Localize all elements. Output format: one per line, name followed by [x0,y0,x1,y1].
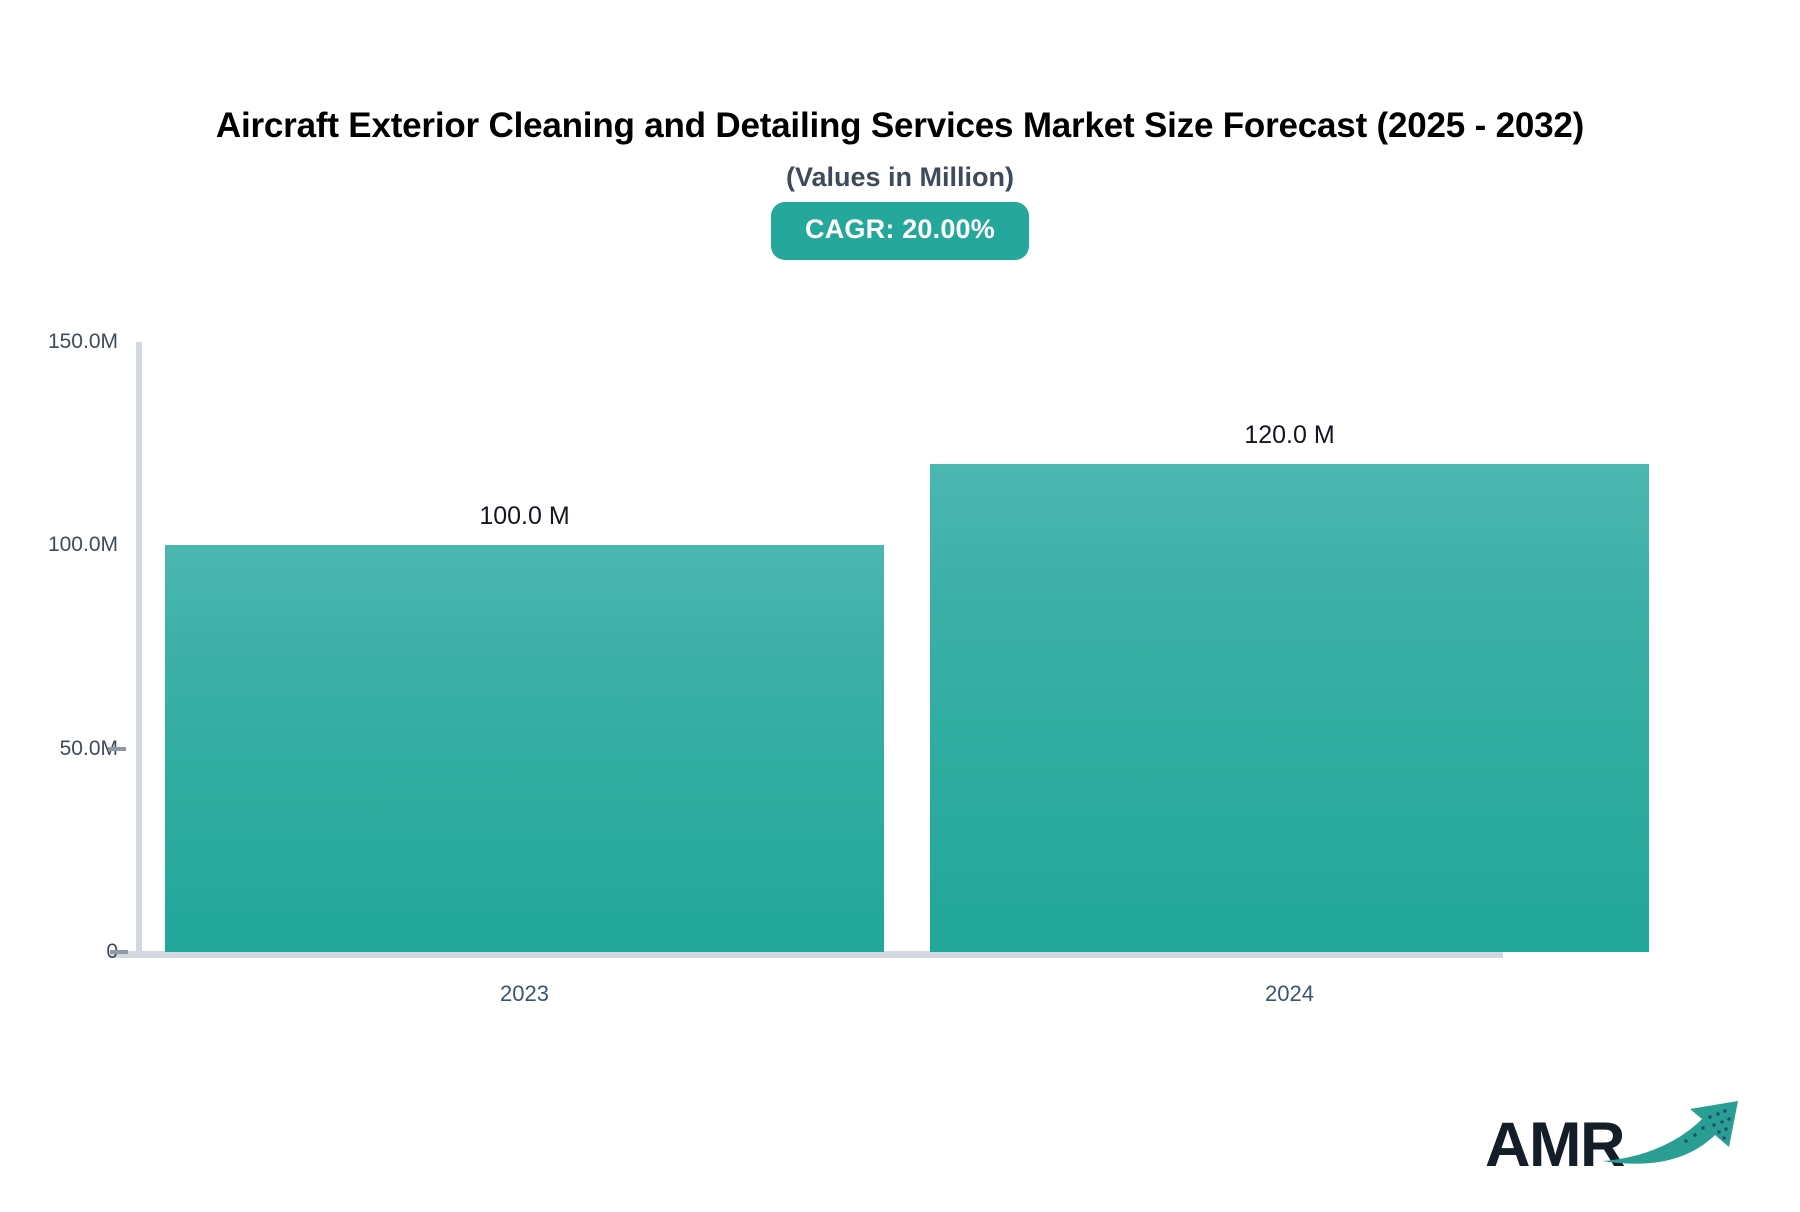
y-axis-tick-mark [108,746,126,751]
bar-slot: 100.0 M [164,342,885,952]
amr-logo: AMR [1485,1080,1748,1181]
bar-slot: 120.0 M [929,342,1650,952]
x-axis-tick-label: 2023 [500,981,549,1006]
bars-layer: 100.0 M 120.0 M [142,342,1672,952]
x-axis-baseline [110,951,1503,958]
chart-header: Aircraft Exterior Cleaning and Detailing… [0,0,1800,260]
bar-value-label: 100.0 M [479,502,570,531]
status-badge: CAGR: 20.00% [771,202,1029,260]
logo-wordmark: AMR [1485,1110,1625,1181]
x-axis-tick-label: 2024 [1265,981,1314,1006]
y-axis-tick-mark [110,950,128,954]
bar-2024[interactable] [929,464,1650,952]
y-axis-line [136,342,142,957]
y-axis-tick-label: 100.0M [47,533,118,557]
chart-subtitle: (Values in Million) [785,161,1015,192]
bar-value-label: 120.0 M [1244,421,1335,449]
growth-arrow-icon [1598,1095,1748,1172]
page-title: Aircraft Exterior Cleaning and Detailing… [215,106,1585,145]
bar-2023[interactable] [164,545,885,952]
y-axis-tick-label: 150.0M [47,330,118,353]
cagr-badge-container: CAGR: 20.00% [0,202,1800,260]
y-axis-tick-label: 50.0M [59,736,118,760]
y-axis-tick-label: 0 [0,940,118,964]
